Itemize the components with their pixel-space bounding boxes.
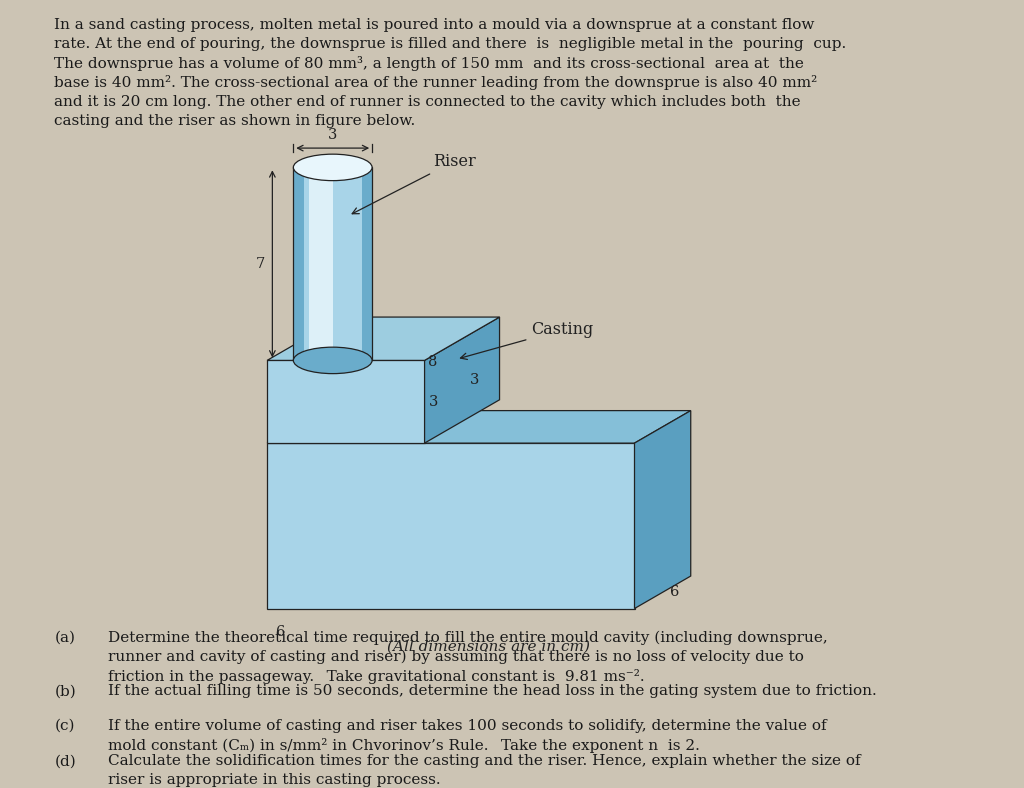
Text: If the actual filling time is 50 seconds, determine the head loss in the gating : If the actual filling time is 50 seconds… bbox=[108, 684, 877, 698]
Text: and it is 20 cm long. The other end of runner is connected to the cavity which i: and it is 20 cm long. The other end of r… bbox=[54, 95, 801, 109]
Polygon shape bbox=[635, 411, 691, 608]
Polygon shape bbox=[309, 167, 333, 360]
Text: If the entire volume of casting and riser takes 100 seconds to solidify, determi: If the entire volume of casting and rise… bbox=[108, 719, 826, 733]
Ellipse shape bbox=[293, 348, 372, 374]
Ellipse shape bbox=[293, 154, 372, 180]
Text: 3: 3 bbox=[428, 395, 438, 409]
Text: runner and cavity of casting and riser) by assuming that there is no loss of vel: runner and cavity of casting and riser) … bbox=[108, 649, 804, 663]
Polygon shape bbox=[425, 317, 500, 443]
Polygon shape bbox=[361, 167, 372, 360]
Text: base is 40 mm². The cross-sectional area of the runner leading from the downspru: base is 40 mm². The cross-sectional area… bbox=[54, 76, 817, 91]
Polygon shape bbox=[267, 411, 691, 443]
Text: 6: 6 bbox=[671, 585, 680, 600]
Text: 3: 3 bbox=[328, 128, 337, 142]
Text: Riser: Riser bbox=[352, 153, 475, 214]
Text: (d): (d) bbox=[54, 754, 76, 768]
Text: mold constant (Cₘ) in s/mm² in Chvorinov’s Rule.  Take the exponent n  is 2.: mold constant (Cₘ) in s/mm² in Chvorinov… bbox=[108, 738, 699, 753]
Text: casting and the riser as shown in figure below.: casting and the riser as shown in figure… bbox=[54, 113, 416, 128]
Polygon shape bbox=[267, 443, 635, 608]
Text: (a): (a) bbox=[54, 630, 76, 645]
Text: rate. At the end of pouring, the downsprue is filled and there  is  negligible m: rate. At the end of pouring, the downspr… bbox=[54, 37, 847, 51]
Polygon shape bbox=[293, 167, 304, 360]
Text: (All dimensions are in cm): (All dimensions are in cm) bbox=[387, 640, 590, 654]
Text: 7: 7 bbox=[256, 257, 265, 271]
Text: The downsprue has a volume of 80 mm³, a length of 150 mm  and its cross-sectiona: The downsprue has a volume of 80 mm³, a … bbox=[54, 56, 804, 71]
Text: Casting: Casting bbox=[461, 322, 594, 359]
Text: (b): (b) bbox=[54, 684, 76, 698]
Polygon shape bbox=[267, 317, 500, 360]
Text: In a sand casting process, molten metal is poured into a mould via a downsprue a: In a sand casting process, molten metal … bbox=[54, 17, 815, 32]
Text: friction in the passageway.  Take gravitational constant is  9.81 ms⁻².: friction in the passageway. Take gravita… bbox=[108, 668, 644, 684]
Text: 6: 6 bbox=[275, 625, 285, 639]
Text: Determine the theoretical time required to fill the entire mould cavity (includi: Determine the theoretical time required … bbox=[108, 630, 827, 645]
Text: 3: 3 bbox=[470, 373, 479, 387]
Text: (c): (c) bbox=[54, 719, 75, 733]
Text: riser is appropriate in this casting process.: riser is appropriate in this casting pro… bbox=[108, 774, 440, 787]
Text: 8: 8 bbox=[428, 355, 437, 370]
Text: Calculate the solidification times for the casting and the riser. Hence, explain: Calculate the solidification times for t… bbox=[108, 754, 860, 768]
Polygon shape bbox=[304, 167, 361, 360]
Polygon shape bbox=[267, 360, 425, 443]
